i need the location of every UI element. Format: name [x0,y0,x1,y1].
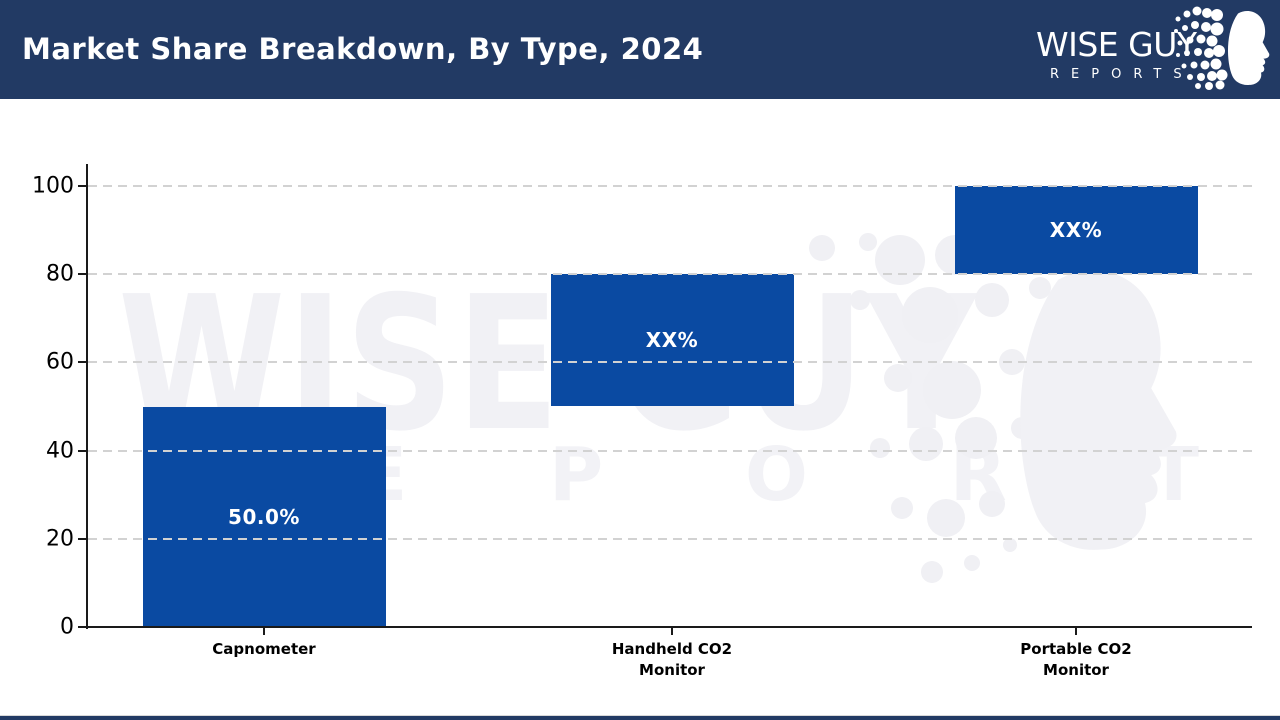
x-axis [86,626,1252,628]
gridline-y-20 [88,537,1252,540]
bar-value-label: 50.0% [228,504,300,529]
brand-logo: WISE GUY REPORTS [1034,5,1272,95]
x-tick-1 [671,628,673,635]
footer-bar [0,715,1280,720]
bar-capnometer: 50.0% [142,406,386,627]
y-tick-label-80: 80 [46,261,74,287]
y-tick-label-40: 40 [46,438,74,464]
brand-logo-head-icon [1174,6,1270,90]
header-bar: Market Share Breakdown, By Type, 2024 WI… [0,0,1280,99]
bar-portable-co2-monitor: XX% [954,186,1198,275]
bar-value-label: XX% [1049,218,1103,243]
x-category-label-line: Monitor [639,661,705,679]
x-category-label-line: Capnometer [212,640,316,658]
y-tick-0 [78,626,86,628]
x-category-label-1: Handheld CO2 Monitor [532,639,812,681]
y-tick-60 [78,361,86,364]
y-tick-label-100: 100 [32,173,74,199]
x-category-label-2: Portable CO2 Monitor [936,639,1216,681]
brand-logo-name: WISE GUY [1036,25,1197,64]
bar-handheld-co2-monitor: XX% [550,274,794,407]
chart-title: Market Share Breakdown, By Type, 2024 [22,32,704,66]
y-tick-label-0: 0 [60,614,74,640]
x-category-label-line: Portable CO2 [1020,640,1132,658]
x-tick-0 [263,628,265,635]
x-category-label-line: Monitor [1043,661,1109,679]
y-tick-40 [78,449,86,452]
x-category-label-0: Capnometer [124,639,404,660]
y-tick-100 [78,185,86,187]
y-tick-label-60: 60 [46,349,74,375]
y-tick-20 [78,537,86,540]
x-category-label-line: Handheld CO2 [611,640,733,658]
y-axis [86,164,88,629]
gridline-y-80 [88,273,1252,276]
y-tick-80 [78,273,86,276]
brand-logo-subtitle: REPORTS [1050,67,1194,82]
x-tick-2 [1075,628,1077,635]
bar-value-label: XX% [645,328,699,353]
y-tick-label-20: 20 [46,526,74,552]
gridline-y-40 [88,449,1252,452]
gridline-y-60 [88,361,1252,364]
gridline-y-100 [88,185,1252,187]
